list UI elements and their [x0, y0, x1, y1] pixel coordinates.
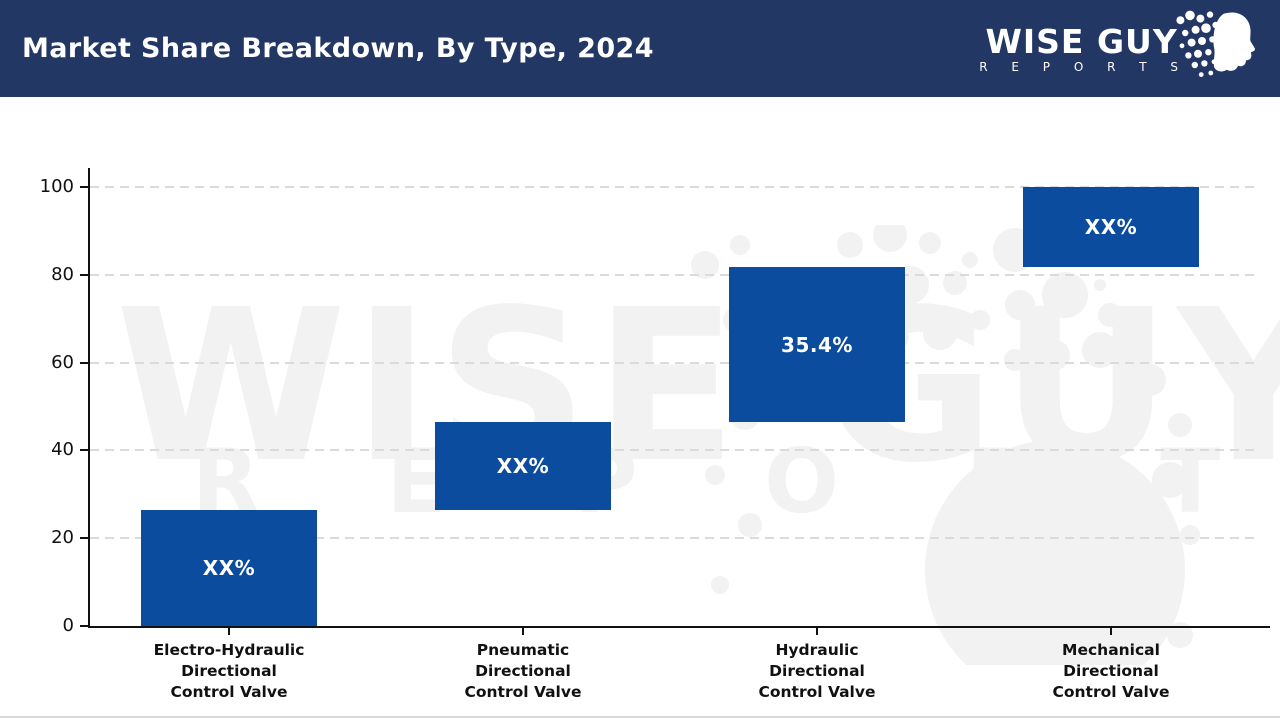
- y-tick-label: 20: [51, 527, 74, 549]
- grid-line: [90, 361, 1258, 364]
- bar: XX%: [141, 510, 317, 626]
- x-tick-mark: [816, 628, 818, 635]
- wiseguy-logo: WISE GUY R E P O R T S: [975, 6, 1262, 92]
- page-title: Market Share Breakdown, By Type, 2024: [22, 33, 654, 64]
- grid-line: [90, 186, 1258, 188]
- bottom-divider: [0, 716, 1280, 718]
- watermark-subtitle: R E P O R T S: [192, 430, 1280, 533]
- y-tick-mark: [80, 537, 88, 540]
- y-tick-label: 60: [51, 351, 74, 373]
- x-tick-mark: [1110, 628, 1112, 635]
- y-axis-line: [88, 168, 90, 628]
- bar-value-label: XX%: [496, 454, 550, 479]
- bar-value-label: XX%: [202, 556, 256, 581]
- bar: 35.4%: [729, 266, 905, 423]
- y-tick-mark: [80, 186, 88, 188]
- wiseguy-face-icon: [1176, 10, 1255, 77]
- y-tick-label: 40: [51, 439, 74, 461]
- header-bar: Market Share Breakdown, By Type, 2024 WI…: [0, 0, 1280, 97]
- y-tick-label: 100: [39, 176, 74, 197]
- y-tick-label: 80: [51, 263, 74, 285]
- x-category-label: Electro-Hydraulic Directional Control Va…: [153, 641, 305, 702]
- y-tick-mark: [80, 361, 88, 364]
- wiseguy-logo-wordmark: WISE GUY: [985, 21, 1178, 61]
- y-tick-mark: [80, 273, 88, 276]
- grid-line: [90, 273, 1258, 276]
- bar-value-label: XX%: [1084, 214, 1138, 239]
- watermark-face-icon: [691, 225, 1200, 665]
- watermark-wordmark: WISE GUY: [115, 264, 1280, 509]
- x-tick-mark: [228, 628, 230, 635]
- x-category-label: Hydraulic Directional Control Valve: [758, 641, 876, 702]
- x-axis-line: [88, 626, 1270, 628]
- wiseguy-logo-text: WISE GUY R E P O R T S: [975, 25, 1188, 73]
- grid-line: [90, 537, 1258, 540]
- bar: XX%: [1023, 187, 1199, 267]
- y-tick-mark: [80, 625, 88, 627]
- x-tick-mark: [522, 628, 524, 635]
- y-tick-label: 0: [62, 615, 74, 636]
- grid-line: [90, 449, 1258, 452]
- x-category-label: Pneumatic Directional Control Valve: [464, 641, 582, 702]
- wiseguy-logo-subtitle: R E P O R T S: [979, 59, 1188, 74]
- bar: XX%: [435, 422, 611, 511]
- x-category-label: Mechanical Directional Control Valve: [1052, 641, 1170, 702]
- bar-value-label: 35.4%: [781, 332, 853, 357]
- y-tick-mark: [80, 449, 88, 452]
